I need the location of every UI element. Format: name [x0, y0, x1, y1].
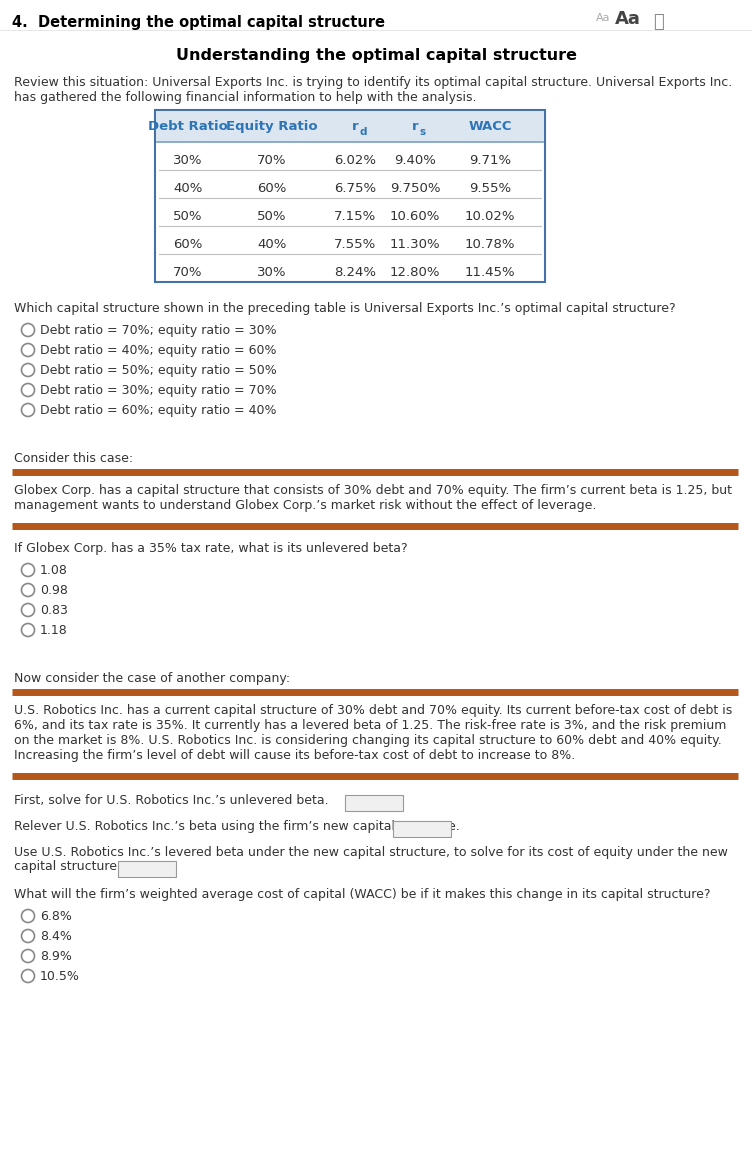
Text: 10.5%: 10.5%: [40, 970, 80, 983]
Text: Debt ratio = 30%; equity ratio = 70%: Debt ratio = 30%; equity ratio = 70%: [40, 385, 277, 397]
Text: 9.71%: 9.71%: [469, 154, 511, 167]
Text: 8.4%: 8.4%: [40, 930, 72, 943]
Text: r: r: [352, 120, 358, 133]
Text: Which capital structure shown in the preceding table is Universal Exports Inc.’s: Which capital structure shown in the pre…: [14, 302, 675, 315]
Text: ▼: ▼: [437, 823, 444, 831]
Text: 60%: 60%: [257, 181, 287, 194]
Text: d: d: [360, 127, 368, 136]
Text: ▼: ▼: [162, 863, 169, 871]
Text: 7.55%: 7.55%: [334, 238, 376, 250]
Text: Review this situation: Universal Exports Inc. is trying to identify its optimal : Review this situation: Universal Exports…: [14, 76, 732, 103]
Text: 70%: 70%: [173, 266, 203, 279]
Bar: [156, 111, 544, 142]
Text: Equity Ratio: Equity Ratio: [226, 120, 318, 133]
Text: First, solve for U.S. Robotics Inc.’s unlevered beta.: First, solve for U.S. Robotics Inc.’s un…: [14, 794, 329, 807]
Text: U.S. Robotics Inc. has a current capital structure of 30% debt and 70% equity. I: U.S. Robotics Inc. has a current capital…: [14, 704, 732, 762]
Text: Debt ratio = 50%; equity ratio = 50%: Debt ratio = 50%; equity ratio = 50%: [40, 365, 277, 377]
Text: Globex Corp. has a capital structure that consists of 30% debt and 70% equity. T: Globex Corp. has a capital structure tha…: [14, 485, 732, 512]
Text: WACC: WACC: [468, 120, 512, 133]
Text: 1.18: 1.18: [40, 624, 68, 637]
Text: 50%: 50%: [257, 209, 287, 222]
Text: 9.750%: 9.750%: [390, 181, 440, 194]
Text: 10.78%: 10.78%: [465, 238, 515, 250]
Text: Aa: Aa: [596, 13, 611, 24]
Text: Debt ratio = 40%; equity ratio = 60%: Debt ratio = 40%; equity ratio = 60%: [40, 345, 277, 358]
Text: 10.60%: 10.60%: [390, 209, 440, 222]
Text: 40%: 40%: [173, 181, 203, 194]
Bar: [118, 861, 176, 877]
Text: Debt ratio = 70%; equity ratio = 30%: Debt ratio = 70%; equity ratio = 30%: [40, 325, 277, 338]
Text: Now consider the case of another company:: Now consider the case of another company…: [14, 671, 290, 684]
Text: 9.40%: 9.40%: [394, 154, 436, 167]
Text: 10.02%: 10.02%: [465, 209, 515, 222]
Bar: [393, 821, 451, 837]
Text: 30%: 30%: [257, 266, 287, 279]
Text: If Globex Corp. has a 35% tax rate, what is its unlevered beta?: If Globex Corp. has a 35% tax rate, what…: [14, 542, 408, 555]
Text: 50%: 50%: [173, 209, 203, 222]
Text: 30%: 30%: [173, 154, 203, 167]
Text: ⎙: ⎙: [653, 13, 664, 31]
Text: 9.55%: 9.55%: [469, 181, 511, 194]
Text: Use U.S. Robotics Inc.’s levered beta under the new capital structure, to solve : Use U.S. Robotics Inc.’s levered beta un…: [14, 846, 728, 858]
Text: r: r: [411, 120, 418, 133]
Bar: [345, 795, 403, 811]
Text: 60%: 60%: [173, 238, 203, 250]
Text: ▼: ▼: [389, 797, 396, 806]
Text: s: s: [420, 127, 426, 136]
Text: 6.75%: 6.75%: [334, 181, 376, 194]
Text: 40%: 40%: [257, 238, 287, 250]
Text: What will the firm’s weighted average cost of capital (WACC) be if it makes this: What will the firm’s weighted average co…: [14, 888, 711, 901]
Text: Debt ratio = 60%; equity ratio = 40%: Debt ratio = 60%; equity ratio = 40%: [40, 405, 277, 417]
Text: 1.08: 1.08: [40, 564, 68, 577]
Text: 8.24%: 8.24%: [334, 266, 376, 279]
Text: 6.02%: 6.02%: [334, 154, 376, 167]
Text: Understanding the optimal capital structure: Understanding the optimal capital struct…: [175, 48, 577, 64]
Text: capital structure.: capital structure.: [14, 860, 121, 873]
Text: Aa: Aa: [615, 11, 641, 28]
Text: 11.30%: 11.30%: [390, 238, 441, 250]
Text: 4.  Determining the optimal capital structure: 4. Determining the optimal capital struc…: [12, 15, 385, 31]
Text: 0.98: 0.98: [40, 584, 68, 597]
Text: Relever U.S. Robotics Inc.’s beta using the firm’s new capital structure.: Relever U.S. Robotics Inc.’s beta using …: [14, 820, 459, 833]
Text: Consider this case:: Consider this case:: [14, 452, 133, 465]
Text: 8.9%: 8.9%: [40, 950, 72, 963]
Bar: [155, 111, 545, 282]
Text: 0.83: 0.83: [40, 604, 68, 617]
Text: 12.80%: 12.80%: [390, 266, 440, 279]
Text: 6.8%: 6.8%: [40, 910, 72, 923]
Text: 7.15%: 7.15%: [334, 209, 376, 222]
Text: 70%: 70%: [257, 154, 287, 167]
Text: 11.45%: 11.45%: [465, 266, 515, 279]
Text: Debt Ratio: Debt Ratio: [148, 120, 228, 133]
